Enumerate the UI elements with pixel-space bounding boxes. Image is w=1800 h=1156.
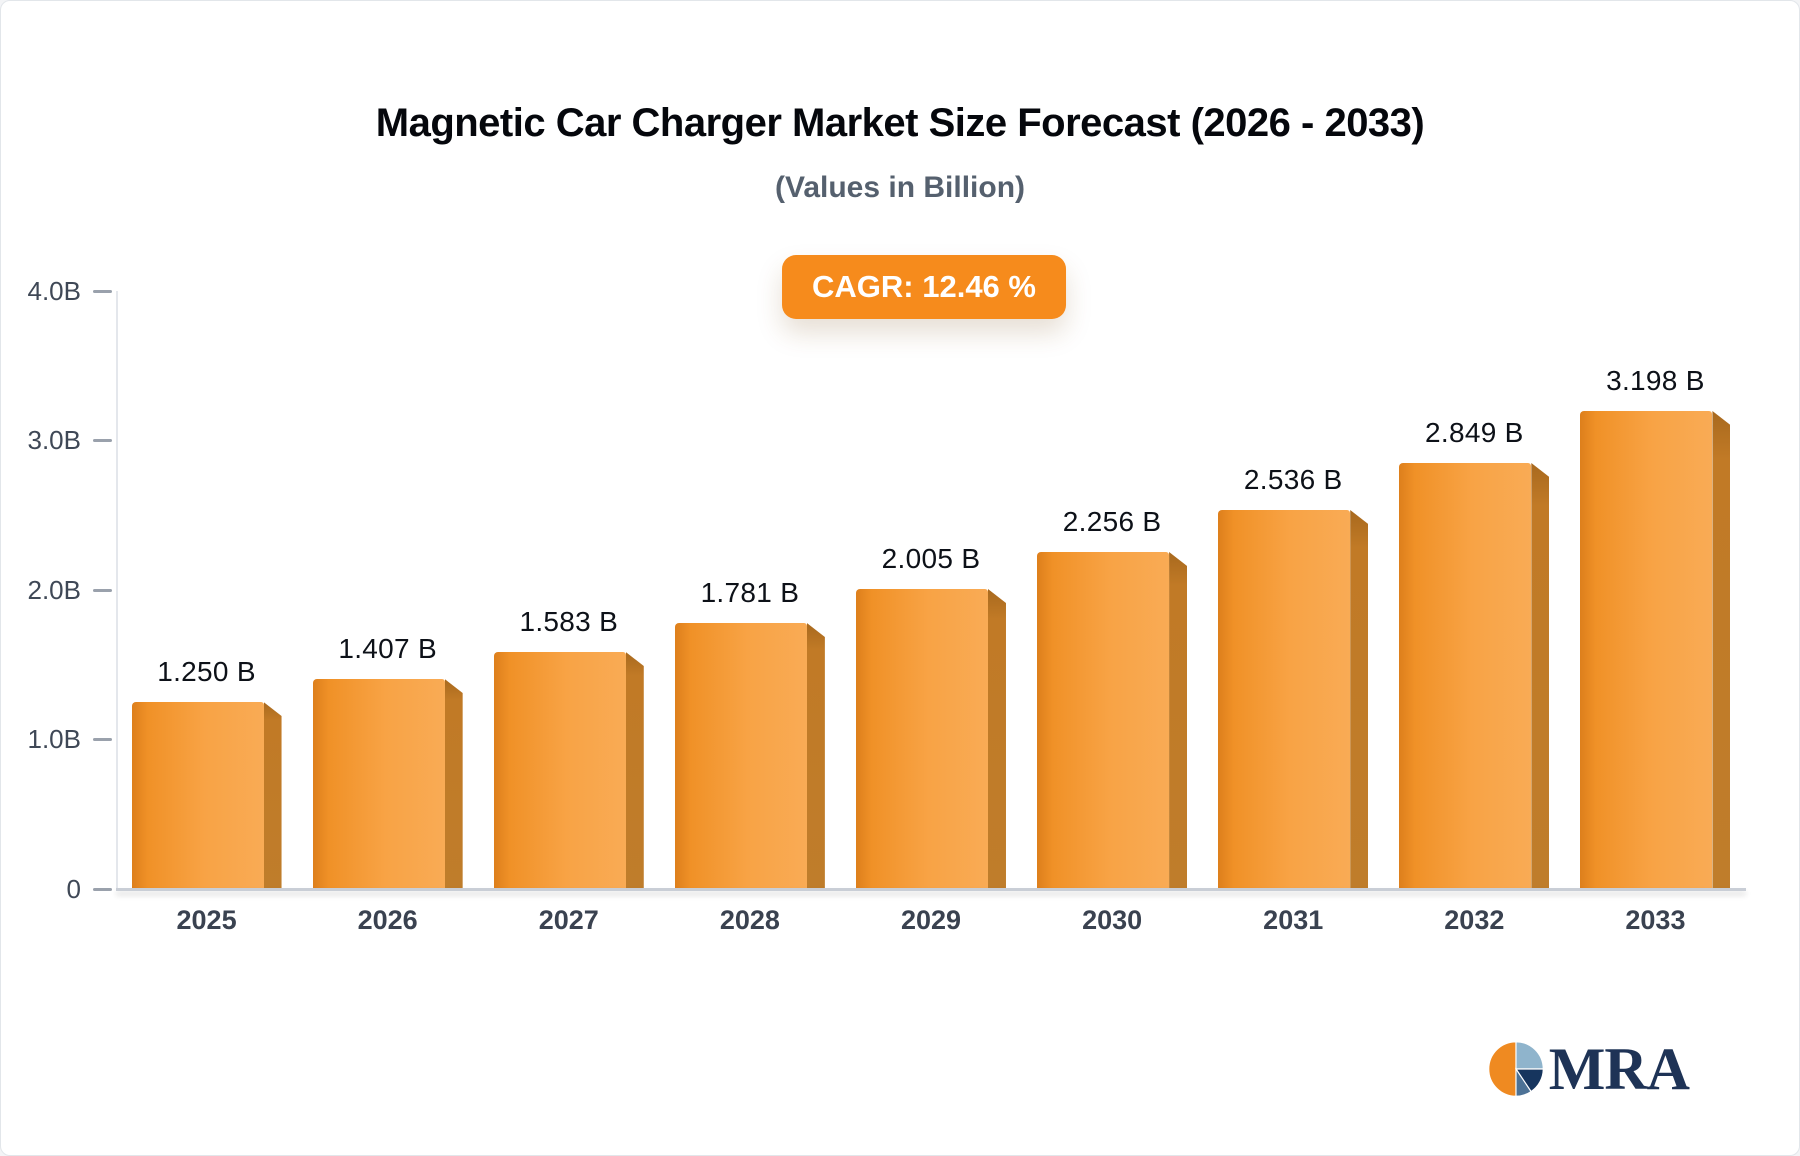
chart-title: Magnetic Car Charger Market Size Forecas… (375, 101, 1425, 145)
bar-value-label: 3.198 B (1606, 365, 1705, 396)
bar-side-face (1350, 510, 1369, 889)
pie-chart-icon (1487, 1041, 1544, 1097)
y-axis-tick (93, 289, 112, 293)
x-axis-label: 2031 (1263, 905, 1324, 935)
y-axis: 4.0B 3.0B 2.0B 1.0B 0 (1, 276, 116, 904)
cagr-badge: CAGR: 12.46 % (782, 255, 1066, 319)
y-axis-tick (93, 439, 112, 442)
bar-front-face (493, 652, 626, 889)
bar-front-face (312, 679, 445, 889)
x-axis-label: 2028 (719, 905, 780, 935)
bar-side-face (806, 623, 825, 889)
bar-value-label: 1.407 B (338, 633, 437, 664)
bar-group: 2.256 B (1022, 291, 1203, 889)
x-axis: 2025 2026 2027 2028 2029 2030 2031 2032 2033 (116, 905, 1746, 945)
bar-value-label: 1.583 B (519, 606, 619, 637)
bar (312, 679, 463, 889)
y-tick: 1.0B (27, 724, 112, 756)
logo-text: MRA (1548, 1036, 1690, 1102)
y-axis-label: 2.0B (27, 574, 82, 605)
logo: MRA (1487, 1036, 1690, 1102)
y-axis-tick (93, 887, 112, 891)
x-axis-label: 2030 (1082, 905, 1143, 935)
y-axis-tick (93, 738, 112, 741)
y-tick: 2.0B (27, 574, 112, 606)
bar-value-label: 2.256 B (1062, 506, 1162, 537)
bar (493, 652, 644, 889)
chart-subtitle: (Values in Billion) (774, 171, 1026, 204)
y-axis-label: 0 (66, 873, 81, 904)
x-axis-label: 2032 (1444, 905, 1505, 935)
bar (855, 589, 1006, 889)
bar-front-face (131, 702, 264, 889)
bar-value-label: 1.781 B (700, 577, 800, 608)
bar-group: 3.198 B (1565, 291, 1746, 889)
y-axis-label: 4.0B (27, 275, 82, 306)
plot-area: 1.250 B 1.407 B 1.583 B 1.781 B 2.005 B 2.256… (116, 291, 1746, 891)
x-axis-label: 2033 (1625, 905, 1686, 935)
y-axis-label: 1.0B (27, 724, 82, 754)
bar-value-label: 1.250 B (157, 656, 256, 687)
y-tick: 0 (67, 873, 112, 905)
bar (1037, 552, 1188, 889)
y-axis-line (116, 291, 118, 889)
y-tick: 3.0B (27, 425, 112, 457)
bar-value-label: 2.849 B (1425, 417, 1524, 448)
bar-front-face (1580, 411, 1713, 889)
x-axis-baseline (116, 888, 1746, 891)
bar (1399, 463, 1550, 889)
y-tick: 4.0B (27, 275, 112, 307)
bar-group: 1.781 B (659, 291, 840, 889)
bar-side-face (987, 589, 1006, 889)
bar-group: 1.250 B (116, 291, 297, 889)
bar-value-label: 2.005 B (881, 543, 981, 574)
bar-value-label: 2.536 B (1243, 464, 1343, 495)
bar-group: 1.407 B (297, 291, 478, 889)
bar-front-face (1399, 463, 1532, 889)
bar-front-face (855, 589, 988, 889)
y-axis-label: 3.0B (27, 425, 82, 455)
bar-group: 1.583 B (478, 291, 659, 889)
bar-side-face (1169, 552, 1188, 889)
bar-side-face (263, 702, 282, 889)
bar-front-face (674, 623, 807, 889)
bar-front-face (1037, 552, 1170, 889)
bar-group: 2.849 B (1384, 291, 1565, 889)
bar (1580, 411, 1731, 889)
bar-side-face (444, 679, 463, 889)
x-axis-label: 2027 (538, 905, 599, 935)
bar-front-face (1218, 510, 1351, 889)
bar-side-face (1712, 411, 1731, 889)
bar (674, 623, 825, 889)
x-axis-label: 2026 (357, 905, 418, 935)
x-axis-label: 2025 (176, 905, 237, 935)
bar-side-face (625, 652, 644, 889)
bar-group: 2.005 B (840, 291, 1021, 889)
bar (131, 702, 282, 889)
bar-group: 2.536 B (1203, 291, 1384, 889)
x-axis-label: 2029 (900, 905, 962, 935)
bar (1218, 510, 1369, 889)
y-axis-tick (93, 588, 112, 592)
bar-side-face (1531, 463, 1550, 889)
